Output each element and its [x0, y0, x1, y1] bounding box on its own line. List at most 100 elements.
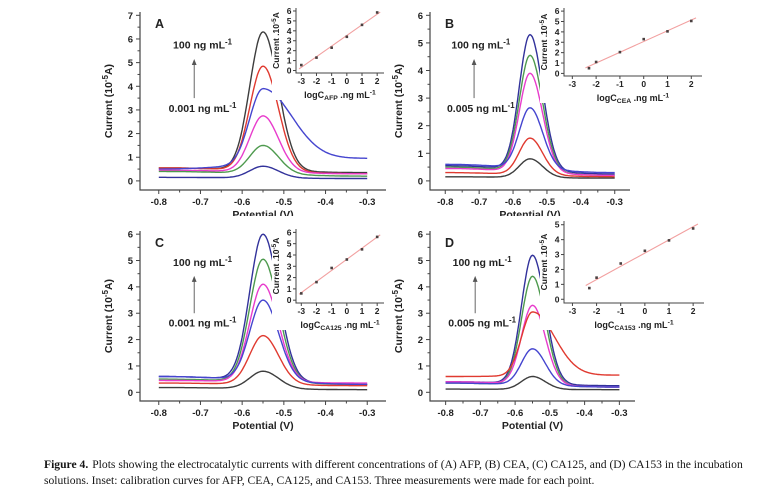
- annotation-bottom: 0.005 ng mL-1: [448, 316, 516, 330]
- y-tick-label: 1: [128, 153, 134, 164]
- inset-x-tick-label: -3: [569, 79, 577, 89]
- y-tick-label: 1: [128, 361, 134, 372]
- calibration-point: [667, 239, 671, 242]
- inset-x-axis-label: logCAFP .ng mL-1: [304, 90, 376, 102]
- inset-x-tick-label: 2: [691, 306, 696, 316]
- y-tick-label: 2: [128, 335, 133, 346]
- y-tick-label: 4: [128, 282, 134, 293]
- inset-y-tick-label: 0: [555, 294, 560, 304]
- calibration-point: [642, 37, 646, 41]
- main-plot: -0.8 -0.7 -0.6 -0.5 -0.4 -0.30123456Potential…: [391, 230, 635, 432]
- fit-line: [298, 11, 381, 70]
- y-tick-label: 5: [128, 256, 134, 267]
- x-tick-label: -0.4: [317, 197, 334, 208]
- calibration-point: [375, 235, 379, 239]
- x-tick-label: -0.7: [192, 408, 208, 419]
- calibration-point: [300, 63, 303, 67]
- calibration-point: [587, 66, 591, 70]
- inset-y-tick-label: 1: [287, 284, 292, 294]
- inset-x-tick-label: 0: [344, 76, 349, 86]
- annotation-top: 100 ng mL-1: [173, 255, 233, 269]
- y-tick-label: 0: [418, 388, 423, 399]
- y-tick-label: 6: [128, 230, 133, 241]
- annotation-arrowhead: [191, 59, 197, 66]
- inset-y-tick-label: 2: [555, 264, 560, 274]
- annotation-arrowhead: [472, 275, 478, 282]
- curve: [158, 165, 368, 180]
- inset-x-axis-label: logCCA125 .ng mL-1: [300, 320, 379, 332]
- curve: [158, 144, 368, 177]
- inset-x-axis-label: logCCEA .ng mL-1: [597, 93, 670, 105]
- main-plot: -0.8 -0.7 -0.6 -0.5 -0.4 -0.301234567Potentia…: [101, 11, 386, 216]
- annotation-bottom: 0.005 ng mL-1: [447, 101, 515, 115]
- inset-y-axis-label: Current .10-5A: [271, 238, 281, 295]
- inset-x-tick-label: 1: [667, 306, 672, 316]
- inset-x-tick-label: -1: [328, 76, 336, 86]
- inset-x-tick-label: 0: [641, 79, 646, 89]
- inset-y-tick-label: 2: [287, 273, 292, 283]
- inset-y-tick-label: 3: [555, 37, 560, 47]
- inset-x-tick-label: -3: [298, 76, 306, 86]
- x-tick-label: -0.8: [151, 197, 167, 208]
- inset-y-tick-label: 1: [555, 279, 560, 289]
- annotation-arrowhead: [191, 275, 197, 282]
- x-tick-label: -0.7: [192, 197, 208, 208]
- panel-b-chart: -0.8 -0.7 -0.6 -0.5 -0.4 -0.30123456Potential…: [391, 3, 708, 216]
- inset-y-tick-label: 1: [287, 56, 292, 66]
- fit-line: [585, 223, 699, 286]
- y-tick-label: 3: [128, 105, 133, 116]
- inset-x-tick-label: -1: [617, 306, 625, 316]
- y-tick-label: 7: [128, 11, 133, 22]
- y-axis-label: Current (10-5A): [391, 64, 405, 138]
- inset-axes: [295, 8, 384, 74]
- inset-x-tick-label: -3: [298, 306, 306, 316]
- y-tick-label: 6: [128, 34, 133, 45]
- curve: [158, 87, 368, 170]
- fit-line: [298, 234, 381, 295]
- y-axis-label: Current (10-5A): [391, 279, 405, 353]
- inset-x-tick-label: -1: [616, 79, 624, 89]
- calibration-point: [691, 227, 695, 230]
- inset-y-tick-label: 3: [555, 250, 560, 260]
- x-tick-label: -0.3: [359, 408, 375, 419]
- x-axis-label: Potential (V): [502, 420, 563, 432]
- x-tick-label: -0.6: [234, 197, 250, 208]
- panel-d-chart: -0.8 -0.7 -0.6 -0.5 -0.4 -0.3 0 1 2 3 4 5 6 Potential…: [391, 216, 710, 432]
- calibration-point: [594, 60, 598, 64]
- main-plot: -0.8 -0.7 -0.6 -0.5 -0.4 -0.30123456Potential…: [391, 11, 630, 216]
- panel-letter: C: [155, 236, 164, 250]
- y-tick-label: 3: [418, 309, 423, 320]
- main-plot: -0.8 -0.7 -0.6 -0.5 -0.4 -0.30123456Potential…: [101, 230, 386, 432]
- x-tick-label: -0.4: [576, 408, 593, 419]
- calibration-point: [643, 249, 647, 253]
- panel-a-chart: -0.8 -0.7 -0.6 -0.5 -0.4 -0.301234567Potentia…: [101, 3, 390, 216]
- x-tick-label: -0.5: [542, 408, 559, 419]
- calibration-point: [689, 19, 693, 23]
- annotation-top: 100 ng mL-1: [173, 37, 233, 51]
- inset-y-axis-label: Current .10-5A: [271, 12, 281, 69]
- inset-y-tick-label: 5: [287, 239, 292, 249]
- x-tick-label: -0.4: [573, 197, 590, 208]
- calibration-point: [300, 292, 303, 295]
- inset-y-tick-label: 0: [555, 68, 560, 78]
- x-tick-label: -0.8: [437, 197, 453, 208]
- inset-y-tick-label: 4: [287, 250, 292, 260]
- inset-x-tick-label: -2: [313, 76, 321, 86]
- axes: [139, 231, 386, 402]
- x-tick-label: -0.4: [317, 408, 334, 419]
- y-tick-label: 6: [418, 230, 423, 241]
- curve: [445, 72, 615, 177]
- y-tick-label: 0: [128, 388, 133, 399]
- y-tick-label: 6: [418, 11, 423, 22]
- axes: [429, 12, 630, 191]
- inset-x-tick-label: 2: [689, 79, 694, 89]
- calibration-point: [330, 266, 333, 270]
- inset-y-tick-label: 5: [287, 16, 292, 26]
- calibration-point: [619, 262, 623, 265]
- x-axis-label: Potential (V): [499, 209, 560, 216]
- x-tick-label: -0.8: [437, 408, 453, 419]
- y-tick-label: 3: [128, 309, 133, 320]
- inset-x-axis-label: logCCA153 .ng mL-1: [594, 320, 673, 332]
